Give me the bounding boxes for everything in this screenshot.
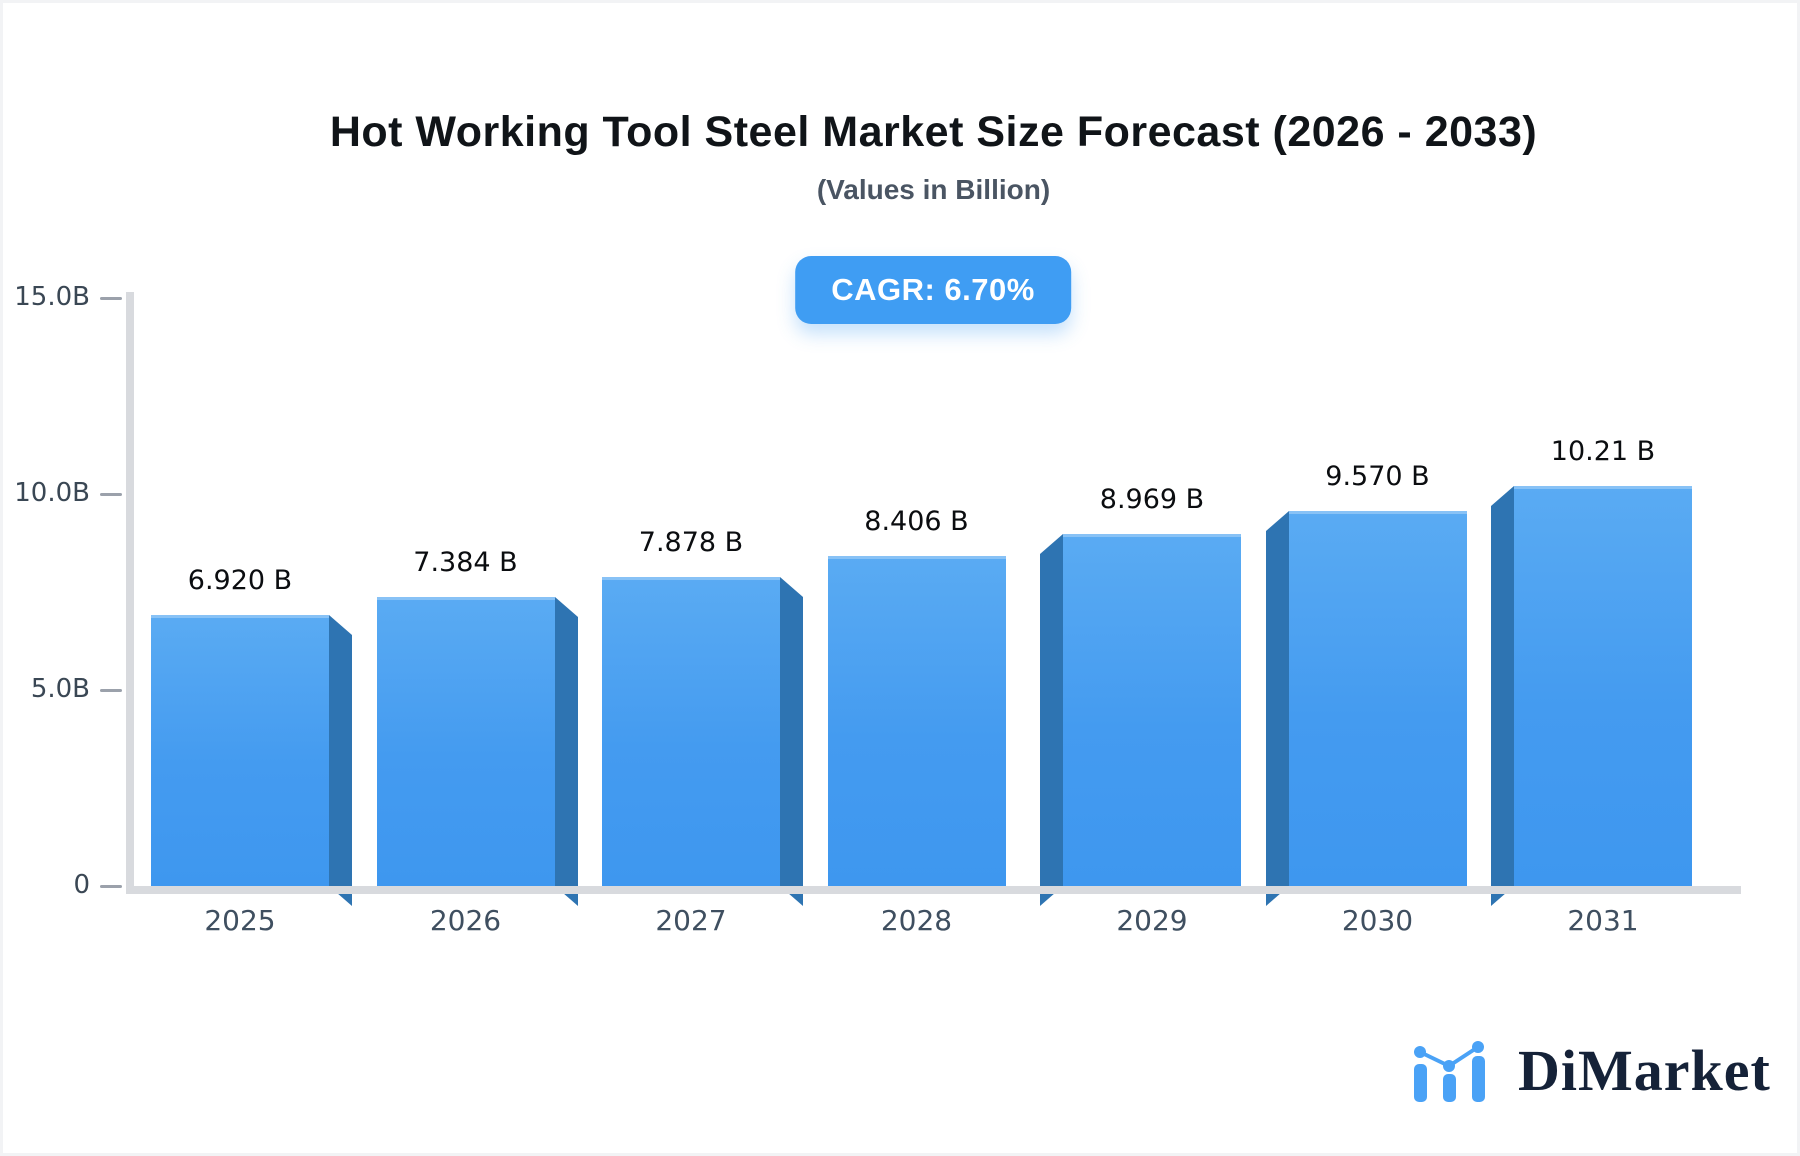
x-axis-label: 2025 bbox=[204, 904, 276, 937]
y-axis-tick-label: 15.0B bbox=[14, 282, 90, 312]
bar-3d-side bbox=[1040, 534, 1063, 906]
bar-2026 bbox=[377, 597, 555, 886]
bar-value-label: 6.920 B bbox=[187, 565, 293, 596]
bar-2029 bbox=[1063, 534, 1241, 886]
bar-value-label: 10.21 B bbox=[1550, 436, 1656, 467]
brand-logo: DiMarket bbox=[1412, 1040, 1771, 1102]
y-axis-tick bbox=[100, 493, 122, 496]
y-axis-tick-label: 10.0B bbox=[14, 478, 90, 508]
bar-3d-side bbox=[1266, 511, 1289, 906]
x-axis-label: 2026 bbox=[429, 904, 502, 937]
bar-2025 bbox=[151, 615, 329, 886]
x-axis-label: 2031 bbox=[1567, 904, 1639, 937]
y-axis-line bbox=[126, 292, 134, 894]
bar-value-label: 7.878 B bbox=[638, 527, 744, 558]
bar-2031 bbox=[1514, 486, 1692, 886]
bar-3d-side bbox=[1491, 486, 1514, 906]
bar-value-label: 9.570 B bbox=[1325, 461, 1430, 492]
bar-3d-side bbox=[780, 577, 803, 906]
cagr-badge: CAGR: 6.70% bbox=[795, 256, 1071, 324]
bar-2030 bbox=[1289, 511, 1467, 886]
y-axis-tick-label: 0 bbox=[73, 870, 90, 900]
y-axis-tick bbox=[100, 885, 122, 888]
chart-subtitle: (Values in Billion) bbox=[816, 174, 1051, 205]
bar-2027 bbox=[602, 577, 780, 886]
x-axis-label: 2029 bbox=[1116, 904, 1188, 937]
bar-3d-side bbox=[329, 615, 352, 906]
bar-chart-logo-icon bbox=[1414, 1041, 1485, 1102]
x-axis-line bbox=[126, 886, 1741, 894]
y-axis-tick bbox=[100, 689, 122, 692]
bar-value-label: 8.406 B bbox=[864, 506, 969, 537]
bar-3d-side bbox=[555, 597, 578, 906]
x-axis-label: 2028 bbox=[880, 904, 953, 937]
y-axis-tick-label: 5.0B bbox=[30, 674, 90, 704]
chart-title: Hot Working Tool Steel Market Size Forec… bbox=[329, 108, 1538, 156]
bar-value-label: 7.384 B bbox=[413, 547, 518, 578]
x-axis-label: 2030 bbox=[1341, 904, 1414, 937]
y-axis-tick bbox=[100, 297, 122, 300]
brand-name: DiMarket bbox=[1518, 1038, 1771, 1103]
bar-value-label: 8.969 B bbox=[1099, 484, 1205, 515]
x-axis-label: 2027 bbox=[655, 904, 727, 937]
bar-2028 bbox=[828, 556, 1006, 886]
